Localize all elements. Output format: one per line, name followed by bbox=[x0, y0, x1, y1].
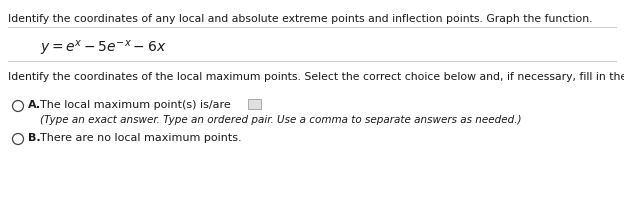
Text: Identify the coordinates of the local maximum points. Select the correct choice : Identify the coordinates of the local ma… bbox=[8, 72, 624, 82]
Text: The local maximum point(s) is/are: The local maximum point(s) is/are bbox=[40, 100, 231, 109]
Text: A.: A. bbox=[28, 100, 41, 109]
Text: B.: B. bbox=[28, 132, 41, 142]
Text: Identify the coordinates of any local and absolute extreme points and inflection: Identify the coordinates of any local an… bbox=[8, 14, 593, 24]
Text: (Type an exact answer. Type an ordered pair. Use a comma to separate answers as : (Type an exact answer. Type an ordered p… bbox=[40, 115, 522, 124]
Text: There are no local maximum points.: There are no local maximum points. bbox=[40, 132, 241, 142]
FancyBboxPatch shape bbox=[248, 100, 261, 109]
Text: $y = e^{x} - 5e^{-x} - 6x$: $y = e^{x} - 5e^{-x} - 6x$ bbox=[40, 38, 167, 57]
